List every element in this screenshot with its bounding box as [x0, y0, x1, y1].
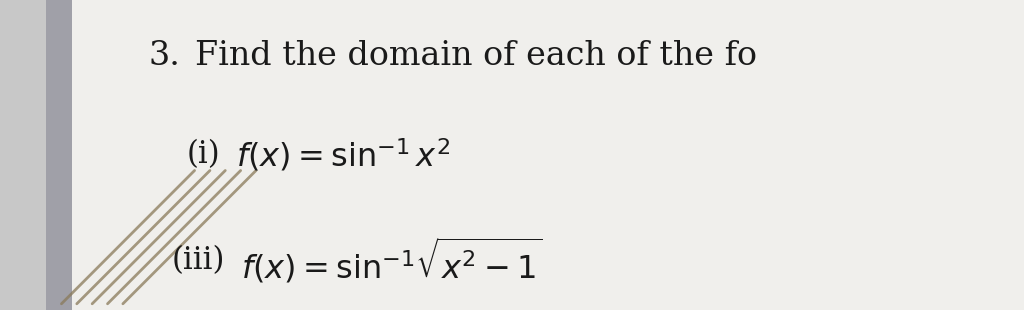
Text: 3.: 3. [148, 40, 180, 72]
Bar [46, 0, 97, 310]
Text: $f(x) = \sin^{-1}x^2$: $f(x) = \sin^{-1}x^2$ [236, 137, 450, 173]
Text: Find the domain of each of the fo: Find the domain of each of the fo [195, 40, 757, 72]
Text: (i): (i) [186, 140, 220, 170]
Text: $f(x) = \sin^{-1}\!\sqrt{x^2-1}$: $f(x) = \sin^{-1}\!\sqrt{x^2-1}$ [241, 235, 542, 286]
Text: (iii): (iii) [172, 245, 225, 276]
Bar [0, 0, 72, 310]
